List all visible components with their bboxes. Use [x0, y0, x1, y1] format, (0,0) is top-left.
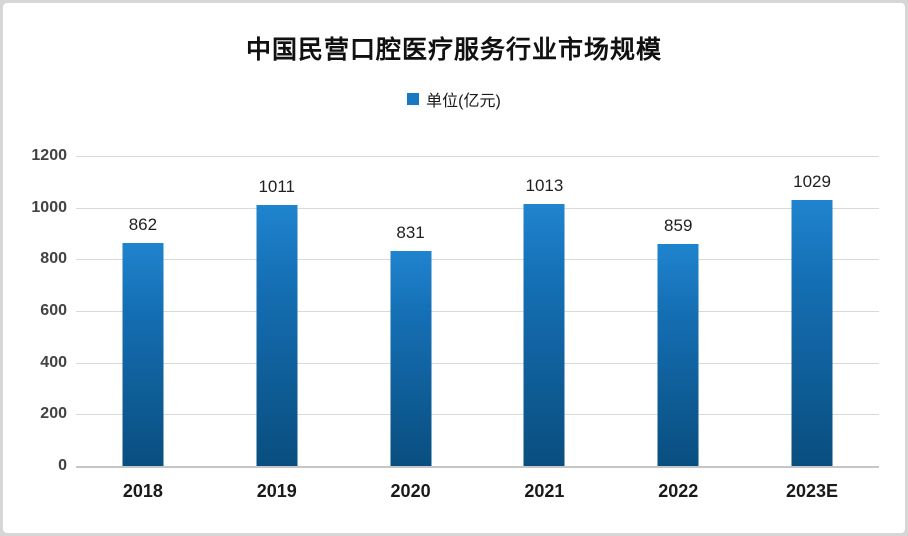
x-axis-labels: 2018 2019 2020 2021 2022 2023E [76, 481, 879, 511]
x-axis-tick-label: 2018 [122, 481, 163, 501]
bar-column: 1029 [745, 156, 879, 466]
bar-value-label: 1011 [258, 176, 296, 196]
gridline [76, 156, 879, 157]
bar[interactable] [657, 244, 699, 466]
bar[interactable] [523, 204, 565, 466]
legend[interactable]: 单位(亿元) [3, 87, 905, 111]
y-axis-tick-label: 1000 [31, 198, 67, 216]
gridline [76, 207, 879, 209]
bar-value-label: 1029 [793, 172, 831, 192]
bar-value-label: 831 [396, 223, 425, 243]
gridline [76, 311, 879, 312]
bar-series: 862 1011 831 1013 859 1029 [76, 156, 879, 466]
bar-value-label: 859 [664, 216, 693, 236]
y-axis-tick-label: 400 [40, 353, 67, 371]
x-axis-tick-label: 2022 [658, 481, 699, 501]
y-axis-tick-label: 1200 [31, 147, 67, 164]
bar[interactable] [256, 204, 298, 466]
legend-label: 单位(亿元) [426, 93, 501, 110]
bar-column: 859 [611, 156, 745, 466]
x-axis-tick-label: 2023E [786, 481, 839, 501]
gridline [76, 362, 879, 364]
bar-value-label: 862 [128, 215, 158, 235]
bar-column: 862 [76, 156, 210, 466]
plot-area: 862 1011 831 1013 859 1029 [76, 156, 879, 468]
x-axis-tick-label: 2019 [256, 481, 297, 501]
bar[interactable] [791, 200, 833, 466]
bar-column: 831 [344, 156, 478, 466]
gridline [76, 259, 879, 261]
bar[interactable] [122, 243, 164, 466]
chart-title: 中国民营口腔医疗服务行业市场规模 [245, 36, 662, 64]
legend-swatch-icon [407, 93, 420, 105]
y-axis-tick-label: 600 [40, 302, 67, 319]
x-axis-tick-label: 2021 [524, 481, 565, 501]
bar[interactable] [390, 251, 432, 466]
y-axis-tick-label: 0 [58, 457, 67, 474]
gridline [76, 414, 879, 416]
bar-column: 1011 [210, 156, 344, 466]
y-axis-tick-label: 200 [40, 405, 67, 423]
bar-value-label: 1013 [525, 176, 564, 196]
y-axis-labels: 0 200 400 600 800 1000 1200 [3, 147, 67, 474]
gridline [76, 466, 879, 468]
x-axis-tick-label: 2020 [390, 481, 431, 501]
bar-column: 1013 [477, 156, 611, 466]
y-axis-tick-label: 800 [40, 250, 67, 268]
chart-window: 中国民营口腔医疗服务行业市场规模 单位(亿元) 0 200 400 600 800 100… [3, 3, 905, 533]
